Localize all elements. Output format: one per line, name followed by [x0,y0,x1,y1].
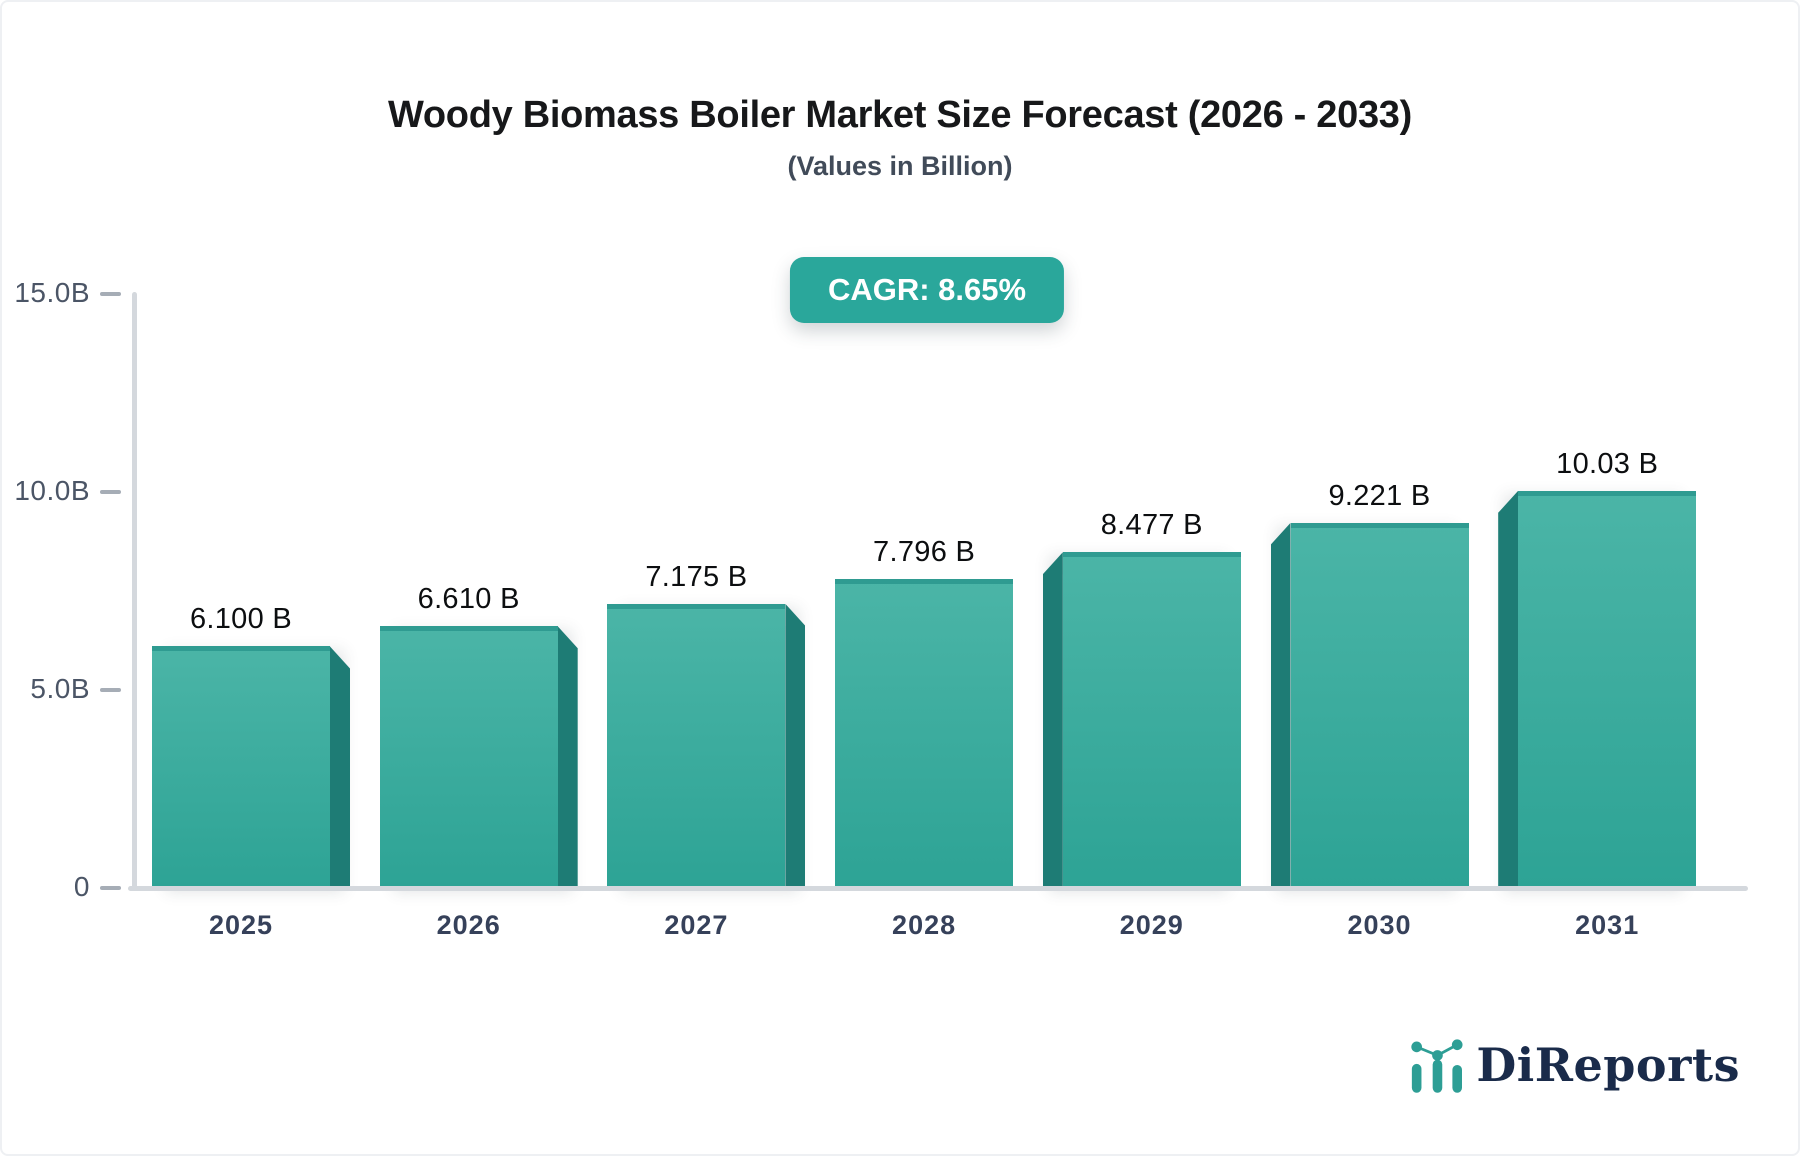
bar-face [1290,522,1469,888]
x-axis-label-2031: 2031 [1575,909,1640,940]
bar-top-edge [835,579,1014,585]
bar-3d-side [1042,552,1063,888]
y-tick-mark [100,688,121,692]
bar-top-edge [1062,552,1241,558]
y-axis-line [132,292,137,891]
bar-face [1518,490,1697,888]
bar-3d-side [557,626,578,888]
bar-face [835,579,1014,888]
x-axis-label-2026: 2026 [436,909,501,940]
bar-value-label: 7.175 B [645,560,748,593]
y-tick-label: 10.0B [14,475,90,506]
bar-3d-side [1498,490,1519,888]
bar-2026: 6.610 B 2026 [379,583,578,940]
bar-face [1062,552,1241,888]
bar-value-label: 8.477 B [1100,509,1203,542]
bar-3d-side [785,603,806,888]
chart-header: Woody Biomass Boiler Market Size Forecas… [2,94,1798,182]
y-tick-label: 5.0B [30,673,90,704]
x-axis-label-2025: 2025 [208,909,274,940]
cagr-badge: CAGR: 8.65% [789,257,1065,323]
brand-logo: DiReports [1406,1034,1740,1096]
bar-face [379,626,558,888]
y-tick-label: 15.0B [14,277,90,308]
bar-value-label: 10.03 B [1556,447,1659,480]
y-tick-mark [100,490,121,494]
bar-2028: 7.796 B 2028 [835,536,1014,940]
bar-chart-logo-icon [1411,1039,1463,1093]
x-axis-label-2030: 2030 [1347,909,1412,940]
bar-value-label: 7.796 B [873,536,976,569]
bar-2025: 6.100 B 2025 [152,603,350,940]
bar-top-edge [607,603,786,609]
bar-2029: 8.477 B 2029 [1042,509,1241,940]
bar-top-edge [152,646,330,652]
bar-face [607,603,786,888]
x-axis-label-2027: 2027 [664,909,729,940]
chart-title: Woody Biomass Boiler Market Size Forecas… [388,94,1412,136]
y-tick-mark [100,886,121,890]
bar-top-edge [1290,522,1469,528]
bar-top-edge [379,626,558,632]
bar-3d-side [330,646,350,888]
brand-name: DiReports [1476,1038,1740,1092]
chart-subtitle: (Values in Billion) [787,151,1013,181]
y-tick-mark [100,292,121,296]
bar-2031: 10.03 B 2031 [1498,448,1697,940]
x-axis-line [128,886,1748,891]
bar-2030: 9.221 B 2030 [1270,480,1469,940]
bar-3d-side [1270,522,1291,888]
bar-2027: 7.175 B 2027 [607,561,806,940]
bar-value-label: 6.610 B [417,583,520,616]
x-axis-label-2028: 2028 [892,909,957,940]
bar-value-label: 9.221 B [1328,479,1431,512]
bar-face [152,646,330,888]
x-axis-label-2029: 2029 [1119,909,1184,940]
y-tick-label: 0 [73,871,90,902]
bar-value-label: 6.100 B [189,603,293,636]
bar-top-edge [1518,490,1697,496]
